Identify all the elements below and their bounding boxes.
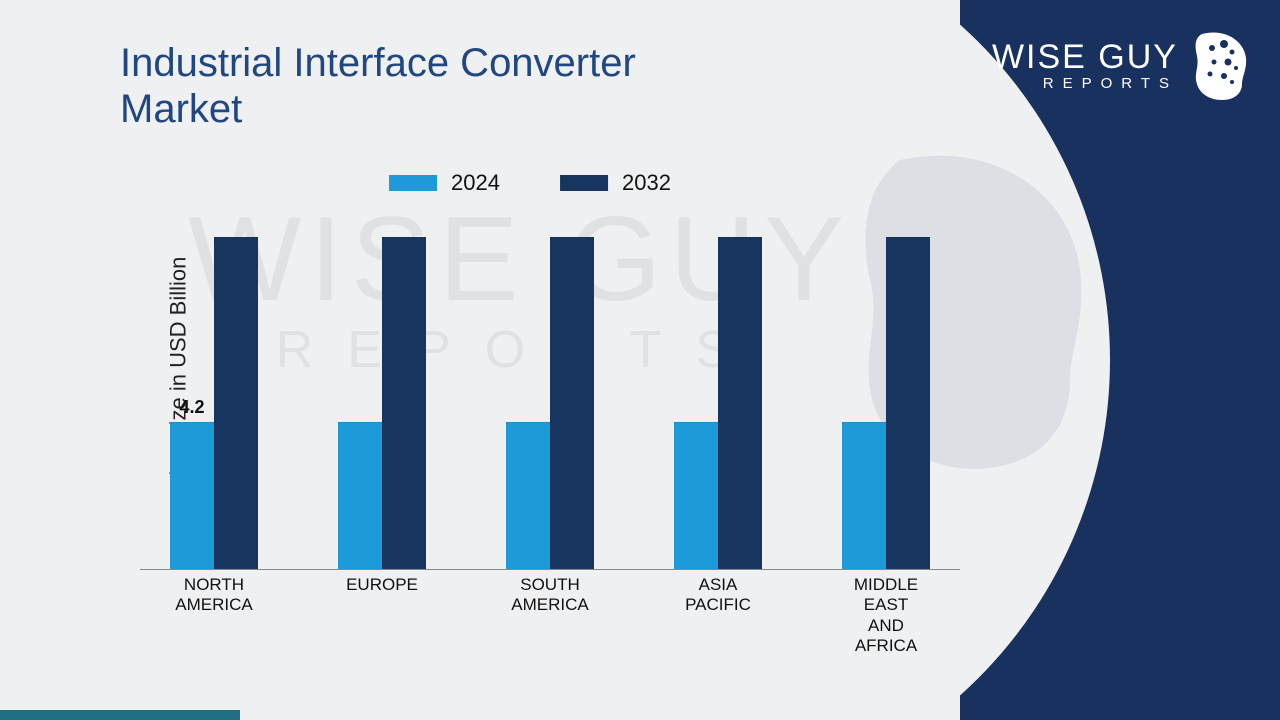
bar: [550, 237, 594, 570]
bar-value-label: 4.2: [170, 397, 214, 418]
category-label: SOUTHAMERICA: [470, 575, 630, 616]
legend-item: 2024: [389, 170, 500, 196]
legend: 2024 2032: [389, 170, 671, 196]
logo-sub-text: REPORTS: [992, 76, 1178, 91]
logo-head-icon: [1190, 30, 1250, 100]
bar: [886, 237, 930, 570]
bar-chart: Market Size in USD Billion 2024 2032 4.2…: [100, 170, 960, 600]
bottom-accent-bar: [0, 710, 240, 720]
category-label: EUROPE: [302, 575, 462, 595]
bar-group: SOUTHAMERICA: [506, 237, 594, 570]
bar: [214, 237, 258, 570]
bar-group: 4.2NORTHAMERICA: [170, 237, 258, 570]
plot-area: 4.2NORTHAMERICA EUROPE SOUTHAMERICA ASIAPAC…: [140, 220, 960, 570]
category-label: MIDDLEEASTANDAFRICA: [806, 575, 966, 657]
bar-group: MIDDLEEASTANDAFRICA: [842, 237, 930, 570]
bar: [842, 422, 886, 569]
bar: [382, 237, 426, 570]
legend-swatch: [560, 175, 608, 191]
chart-title: Industrial Interface Converter Market: [120, 40, 760, 132]
bar-group: ASIAPACIFIC: [674, 237, 762, 570]
legend-label: 2024: [451, 170, 500, 196]
brand-logo: WISE GUY REPORTS: [992, 30, 1250, 100]
category-label: ASIAPACIFIC: [638, 575, 798, 616]
legend-item: 2032: [560, 170, 671, 196]
legend-label: 2032: [622, 170, 671, 196]
bar: [170, 422, 214, 569]
bar: [338, 422, 382, 569]
bar-group: EUROPE: [338, 237, 426, 570]
bar: [506, 422, 550, 569]
bar: [718, 237, 762, 570]
bar: [674, 422, 718, 569]
logo-main-text: WISE GUY: [992, 40, 1178, 74]
category-label: NORTHAMERICA: [134, 575, 294, 616]
legend-swatch: [389, 175, 437, 191]
